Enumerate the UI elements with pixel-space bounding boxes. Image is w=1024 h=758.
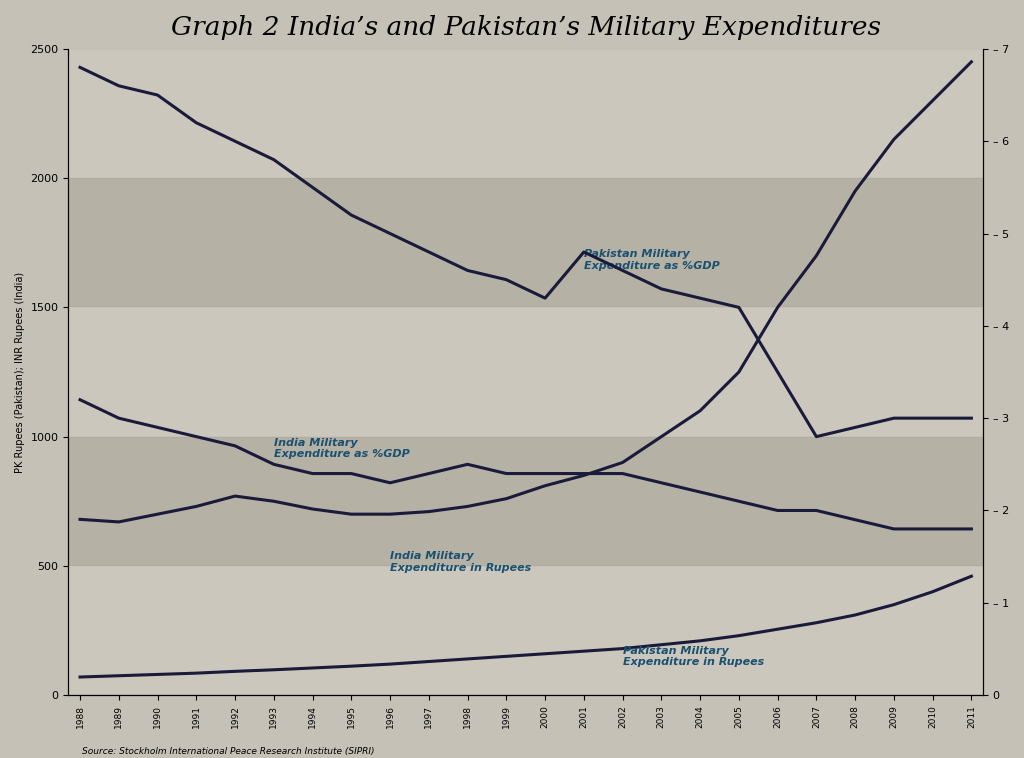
Y-axis label: PK Rupees (Pakistan); INR Rupees (India): PK Rupees (Pakistan); INR Rupees (India): [15, 271, 25, 472]
Text: India Military
Expenditure in Rupees: India Military Expenditure in Rupees: [390, 551, 531, 573]
Text: Pakistan Military
Expenditure as %GDP: Pakistan Military Expenditure as %GDP: [584, 249, 720, 271]
Bar: [69, 178, 983, 308]
Text: Source: Stockholm International Peace Research Institute (SIPRI): Source: Stockholm International Peace Re…: [82, 747, 375, 756]
Bar: [69, 566, 983, 695]
Title: Graph 2 India’s and Pakistan’s Military Expenditures: Graph 2 India’s and Pakistan’s Military …: [171, 15, 881, 40]
Bar: [69, 49, 983, 178]
Bar: [69, 437, 983, 566]
Bar: [69, 308, 983, 437]
Text: Pakistan Military
Expenditure in Rupees: Pakistan Military Expenditure in Rupees: [623, 646, 764, 667]
Text: India Military
Expenditure as %GDP: India Military Expenditure as %GDP: [273, 437, 410, 459]
